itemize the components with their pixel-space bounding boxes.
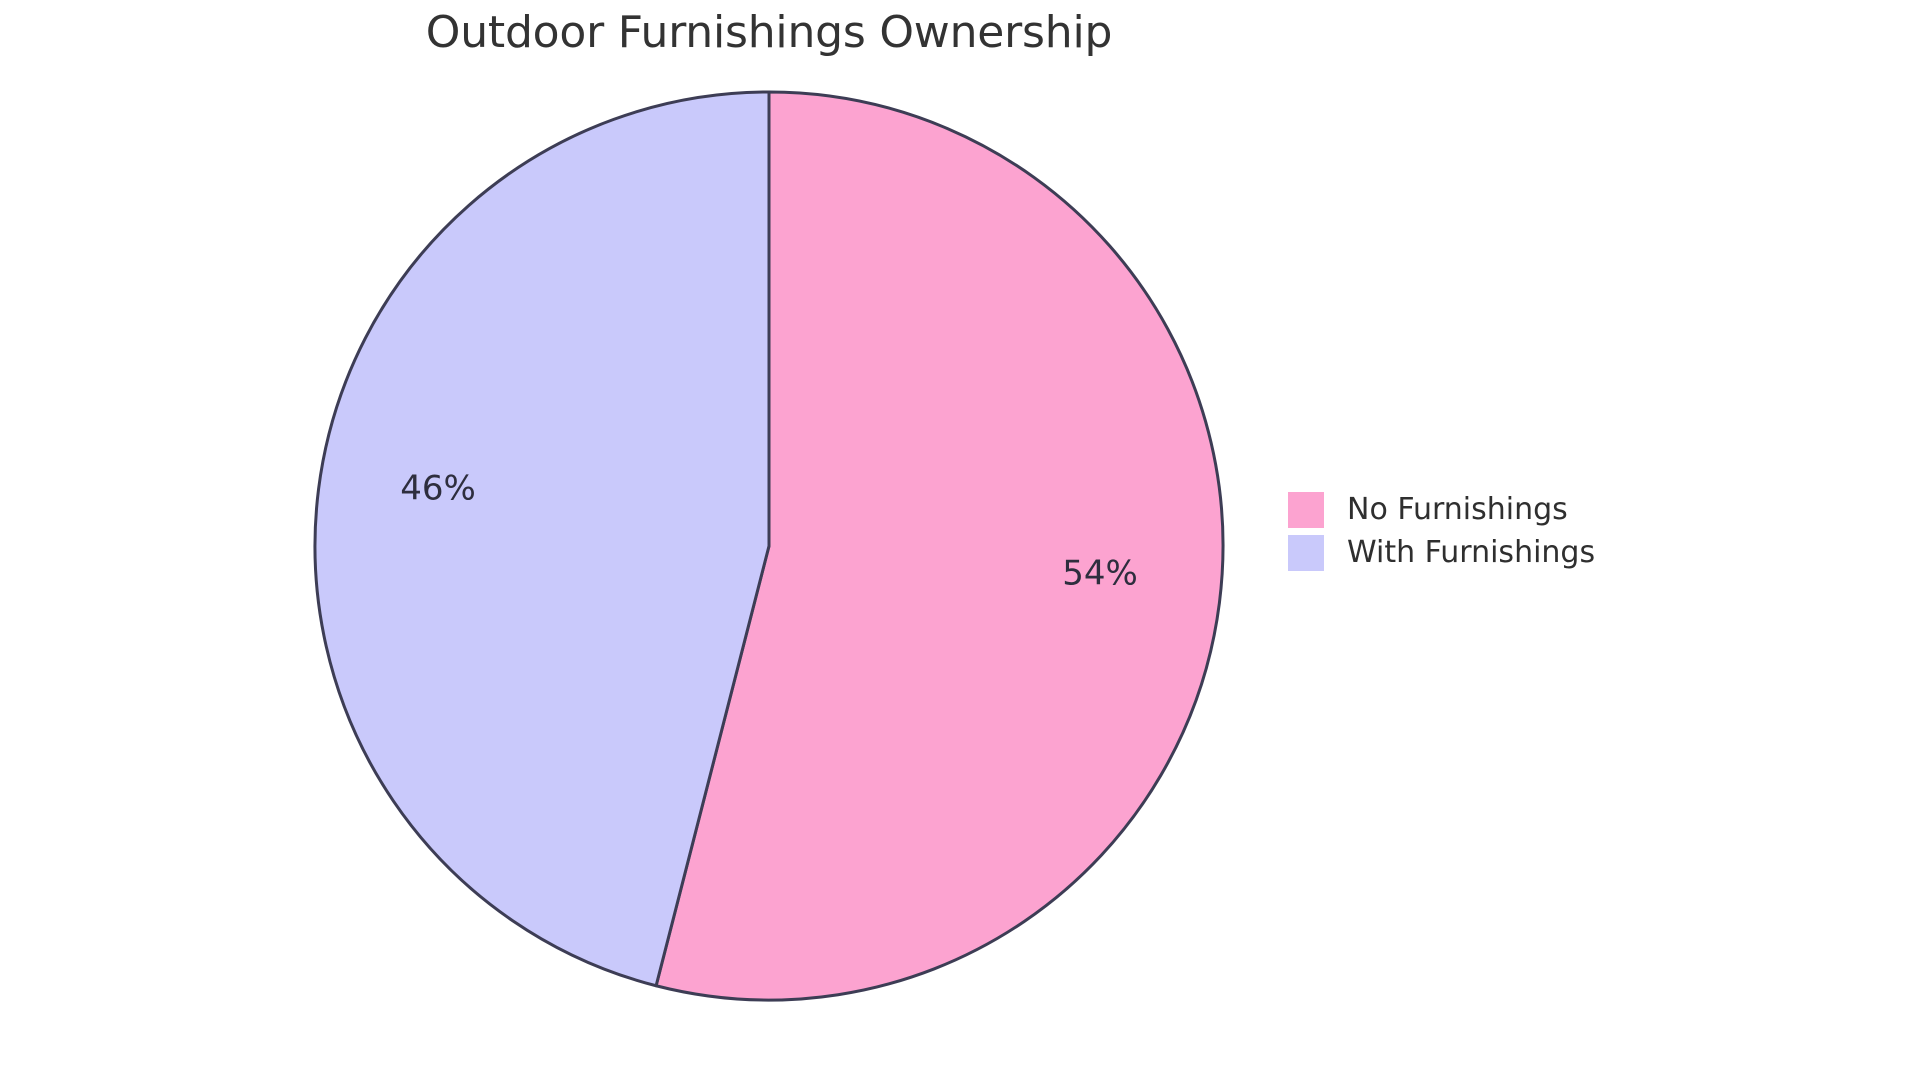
legend-item-no-furnishings[interactable]: No Furnishings — [1288, 488, 1595, 531]
pie-slice[interactable] — [313, 90, 771, 988]
pie-label-group: 54% 46% — [400, 469, 1138, 594]
chart-legend: No Furnishings With Furnishings — [1288, 488, 1595, 574]
pie-slice[interactable] — [654, 90, 1225, 1002]
legend-item-with-furnishings[interactable]: With Furnishings — [1288, 531, 1595, 574]
legend-item-label: With Furnishings — [1347, 534, 1596, 570]
pie-slice-group — [313, 90, 1225, 1002]
legend-swatch-icon — [1288, 534, 1324, 571]
pie-slice-label: 46% — [400, 469, 476, 509]
chart-title: Outdoor Furnishings Ownership — [425, 7, 1113, 58]
pie-slice-label: 54% — [1062, 554, 1138, 594]
legend-swatch-icon — [1288, 491, 1324, 528]
legend-item-label: No Furnishings — [1347, 491, 1568, 527]
